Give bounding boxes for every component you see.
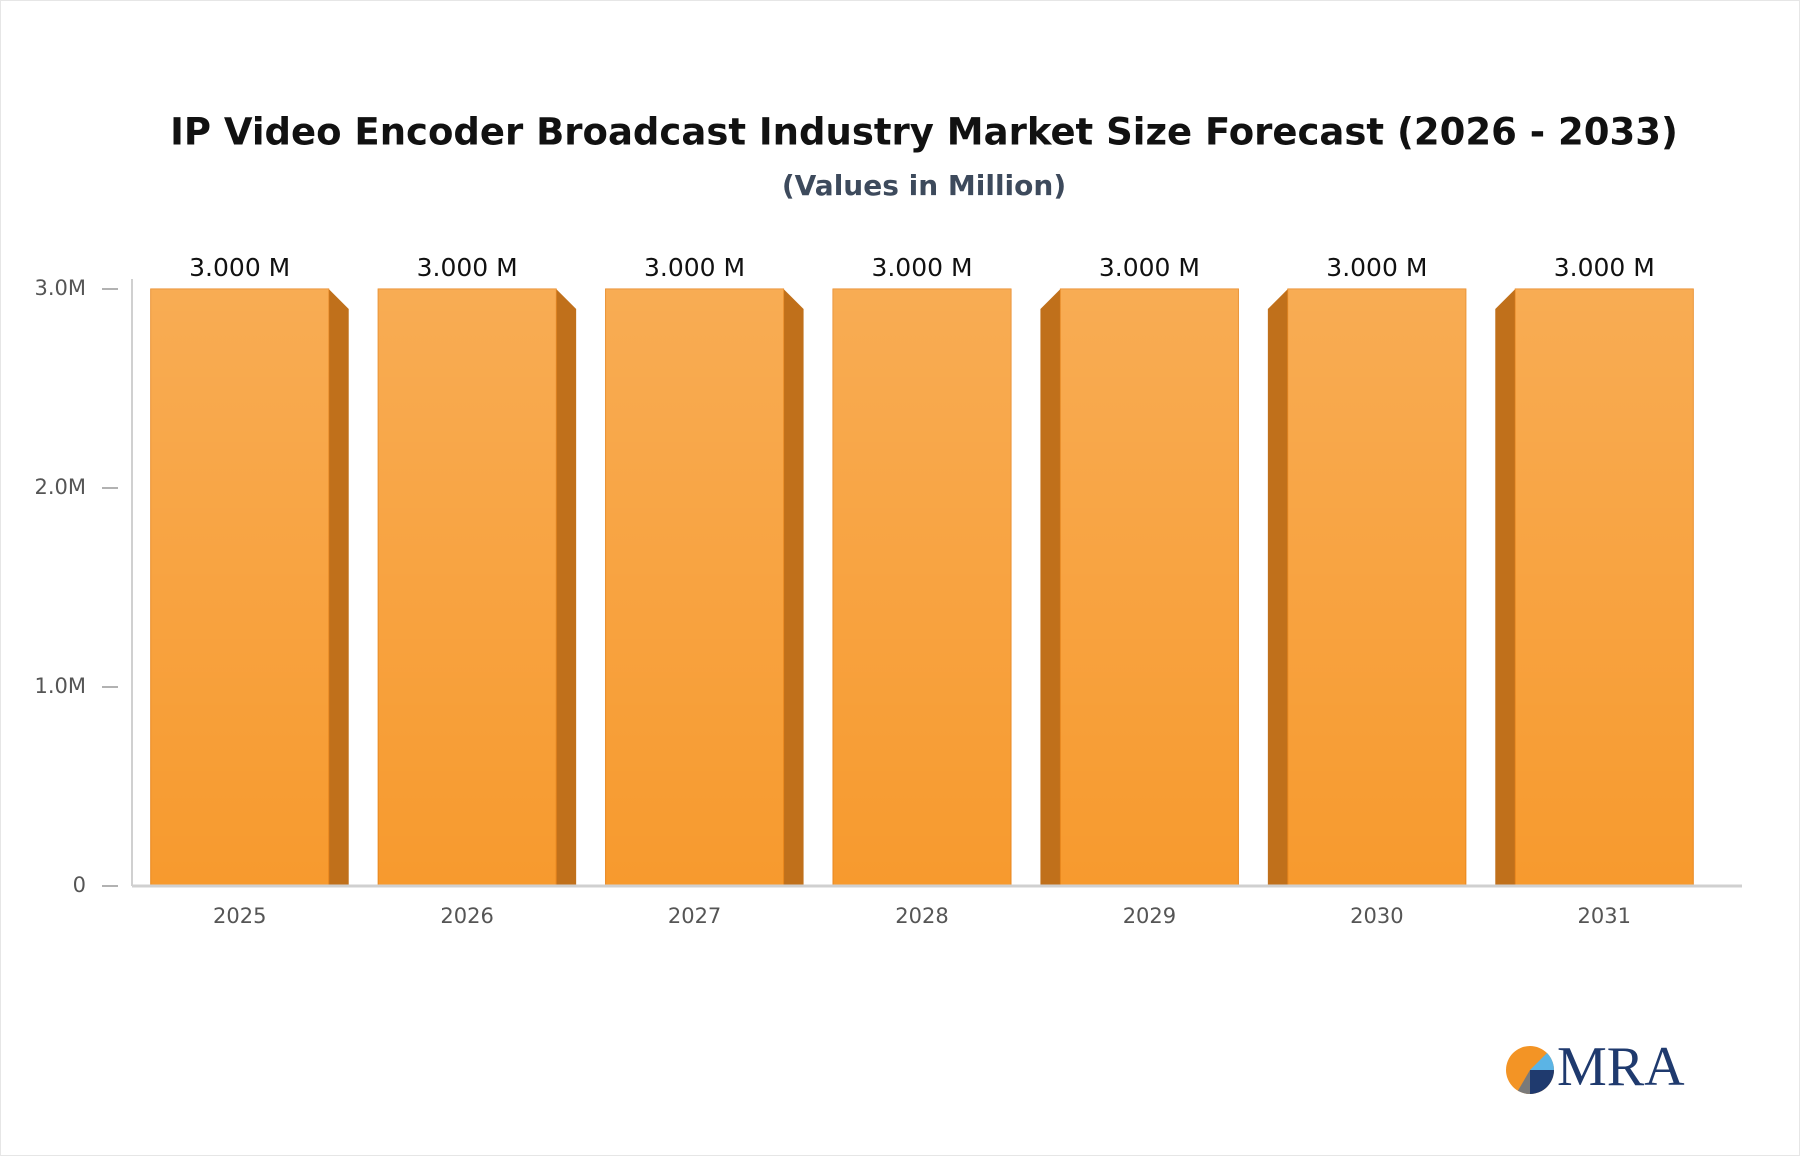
x-tick-label: 2027 [668,904,721,928]
bar-side [328,289,349,886]
value-label: 3.000 M [1099,253,1200,282]
bar-side [1040,289,1061,886]
bar-side [556,289,577,886]
bar-shade [833,289,1011,886]
y-tick-label: 3.0M [34,276,86,300]
chart-subtitle: (Values in Million) [782,169,1066,202]
bar-shade [1515,289,1694,886]
x-tick-label: 2026 [440,904,493,928]
value-label: 3.000 M [417,253,518,282]
bar-shade [1287,289,1466,886]
y-tick-label: 1.0M [34,674,86,698]
bar-shade [1060,289,1239,886]
value-label: 3.000 M [644,253,745,282]
bar-side [783,289,804,886]
x-tick-label: 2031 [1578,904,1631,928]
value-label: 3.000 M [189,253,290,282]
x-tick-label: 2025 [213,904,266,928]
bar-side [1495,289,1516,886]
x-tick-label: 2028 [895,904,948,928]
x-tick-label: 2030 [1350,904,1403,928]
y-tick-label: 0 [73,873,86,897]
bar-shade [378,289,557,886]
bar-shade [605,289,784,886]
y-tick-label: 2.0M [34,475,86,499]
logo-text: MRA [1557,1036,1685,1098]
value-label: 3.000 M [871,253,972,282]
value-label: 3.000 M [1326,253,1427,282]
bar-shade [150,289,329,886]
bar-side [1267,289,1288,886]
x-tick-label: 2029 [1123,904,1176,928]
value-label: 3.000 M [1554,253,1655,282]
chart-title: IP Video Encoder Broadcast Industry Mark… [170,111,1678,154]
